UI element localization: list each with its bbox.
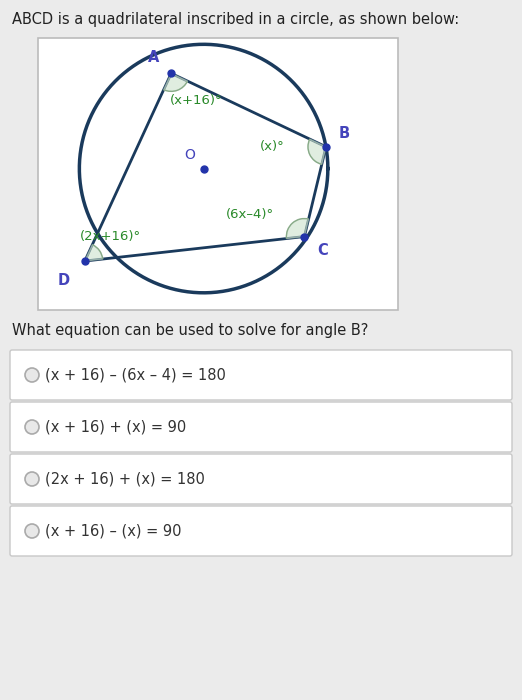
Polygon shape [308,139,326,164]
Circle shape [25,472,39,486]
Text: O: O [184,148,195,162]
FancyBboxPatch shape [10,454,512,504]
Circle shape [25,524,39,538]
Text: A: A [148,50,159,64]
Circle shape [25,368,39,382]
FancyBboxPatch shape [10,506,512,556]
Text: C: C [317,243,328,258]
FancyBboxPatch shape [10,350,512,400]
Text: (2x+16)°: (2x+16)° [79,230,140,243]
Text: ABCD is a quadrilateral inscribed in a circle, as shown below:: ABCD is a quadrilateral inscribed in a c… [12,12,459,27]
Text: B: B [338,126,350,141]
Text: (x + 16) – (6x – 4) = 180: (x + 16) – (6x – 4) = 180 [45,368,226,382]
Polygon shape [85,245,103,261]
Polygon shape [287,218,309,239]
Text: (x+16)°: (x+16)° [170,94,223,107]
Text: (x)°: (x)° [259,140,284,153]
Text: (x + 16) + (x) = 90: (x + 16) + (x) = 90 [45,419,186,435]
Text: (2x + 16) + (x) = 180: (2x + 16) + (x) = 180 [45,472,205,486]
Text: What equation can be used to solve for angle B?: What equation can be used to solve for a… [12,323,369,338]
FancyBboxPatch shape [38,38,398,310]
Polygon shape [164,74,187,92]
Text: (x + 16) – (x) = 90: (x + 16) – (x) = 90 [45,524,182,538]
FancyBboxPatch shape [10,402,512,452]
Circle shape [25,420,39,434]
Text: D: D [57,272,69,288]
Text: (6x–4)°: (6x–4)° [227,209,275,221]
